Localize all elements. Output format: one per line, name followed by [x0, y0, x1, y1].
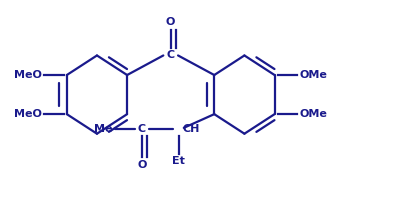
- Text: Et: Et: [173, 156, 185, 166]
- Text: C: C: [166, 50, 175, 60]
- Text: O: O: [137, 160, 147, 170]
- Text: OMe: OMe: [300, 70, 328, 80]
- Text: MeO: MeO: [14, 109, 42, 119]
- Text: CH: CH: [182, 124, 199, 134]
- Text: OMe: OMe: [300, 109, 328, 119]
- Text: O: O: [166, 17, 175, 27]
- Text: Me: Me: [94, 124, 113, 134]
- Text: C: C: [138, 124, 146, 134]
- Text: MeO: MeO: [14, 70, 42, 80]
